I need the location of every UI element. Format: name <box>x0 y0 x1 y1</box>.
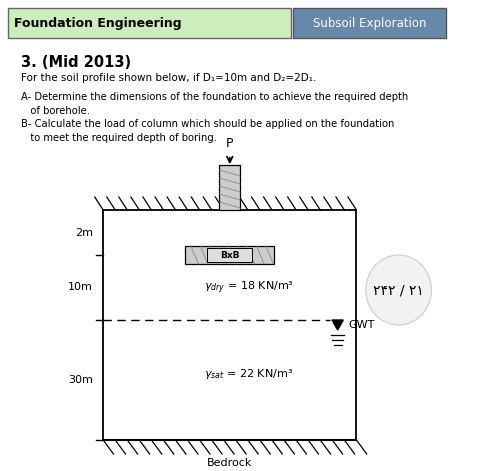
Text: 3. (Mid 2013): 3. (Mid 2013) <box>21 55 131 70</box>
Text: 10m: 10m <box>68 283 93 292</box>
Bar <box>207 248 252 262</box>
Text: $\gamma_{sat}$ = 22 KN/m³: $\gamma_{sat}$ = 22 KN/m³ <box>204 367 293 381</box>
Text: $\gamma_{dry}$ = 18 KN/m³: $\gamma_{dry}$ = 18 KN/m³ <box>204 279 294 296</box>
Text: ٢۴٢ / ٢١: ٢۴٢ / ٢١ <box>373 283 424 297</box>
Bar <box>293 8 445 38</box>
Text: of borehole.: of borehole. <box>21 106 90 116</box>
Bar <box>185 246 274 264</box>
Text: 30m: 30m <box>68 375 93 385</box>
Text: Subsoil Exploration: Subsoil Exploration <box>313 16 426 30</box>
Text: P: P <box>226 137 234 150</box>
Text: For the soil profile shown below, if D₁=10m and D₂=2D₁.: For the soil profile shown below, if D₁=… <box>21 73 316 83</box>
Polygon shape <box>332 320 343 330</box>
Bar <box>219 165 240 210</box>
Bar <box>8 8 291 38</box>
Text: Foundation Engineering: Foundation Engineering <box>14 16 182 30</box>
Text: A- Determine the dimensions of the foundation to achieve the required depth: A- Determine the dimensions of the found… <box>21 92 408 102</box>
Circle shape <box>366 255 431 325</box>
Text: B- Calculate the load of column which should be applied on the foundation: B- Calculate the load of column which sh… <box>21 119 394 129</box>
Text: GWT: GWT <box>348 320 374 330</box>
Text: Bedrock: Bedrock <box>207 458 253 468</box>
Text: BxB: BxB <box>220 251 240 260</box>
Text: to meet the required depth of boring.: to meet the required depth of boring. <box>21 133 217 143</box>
Text: 2m: 2m <box>75 227 93 237</box>
